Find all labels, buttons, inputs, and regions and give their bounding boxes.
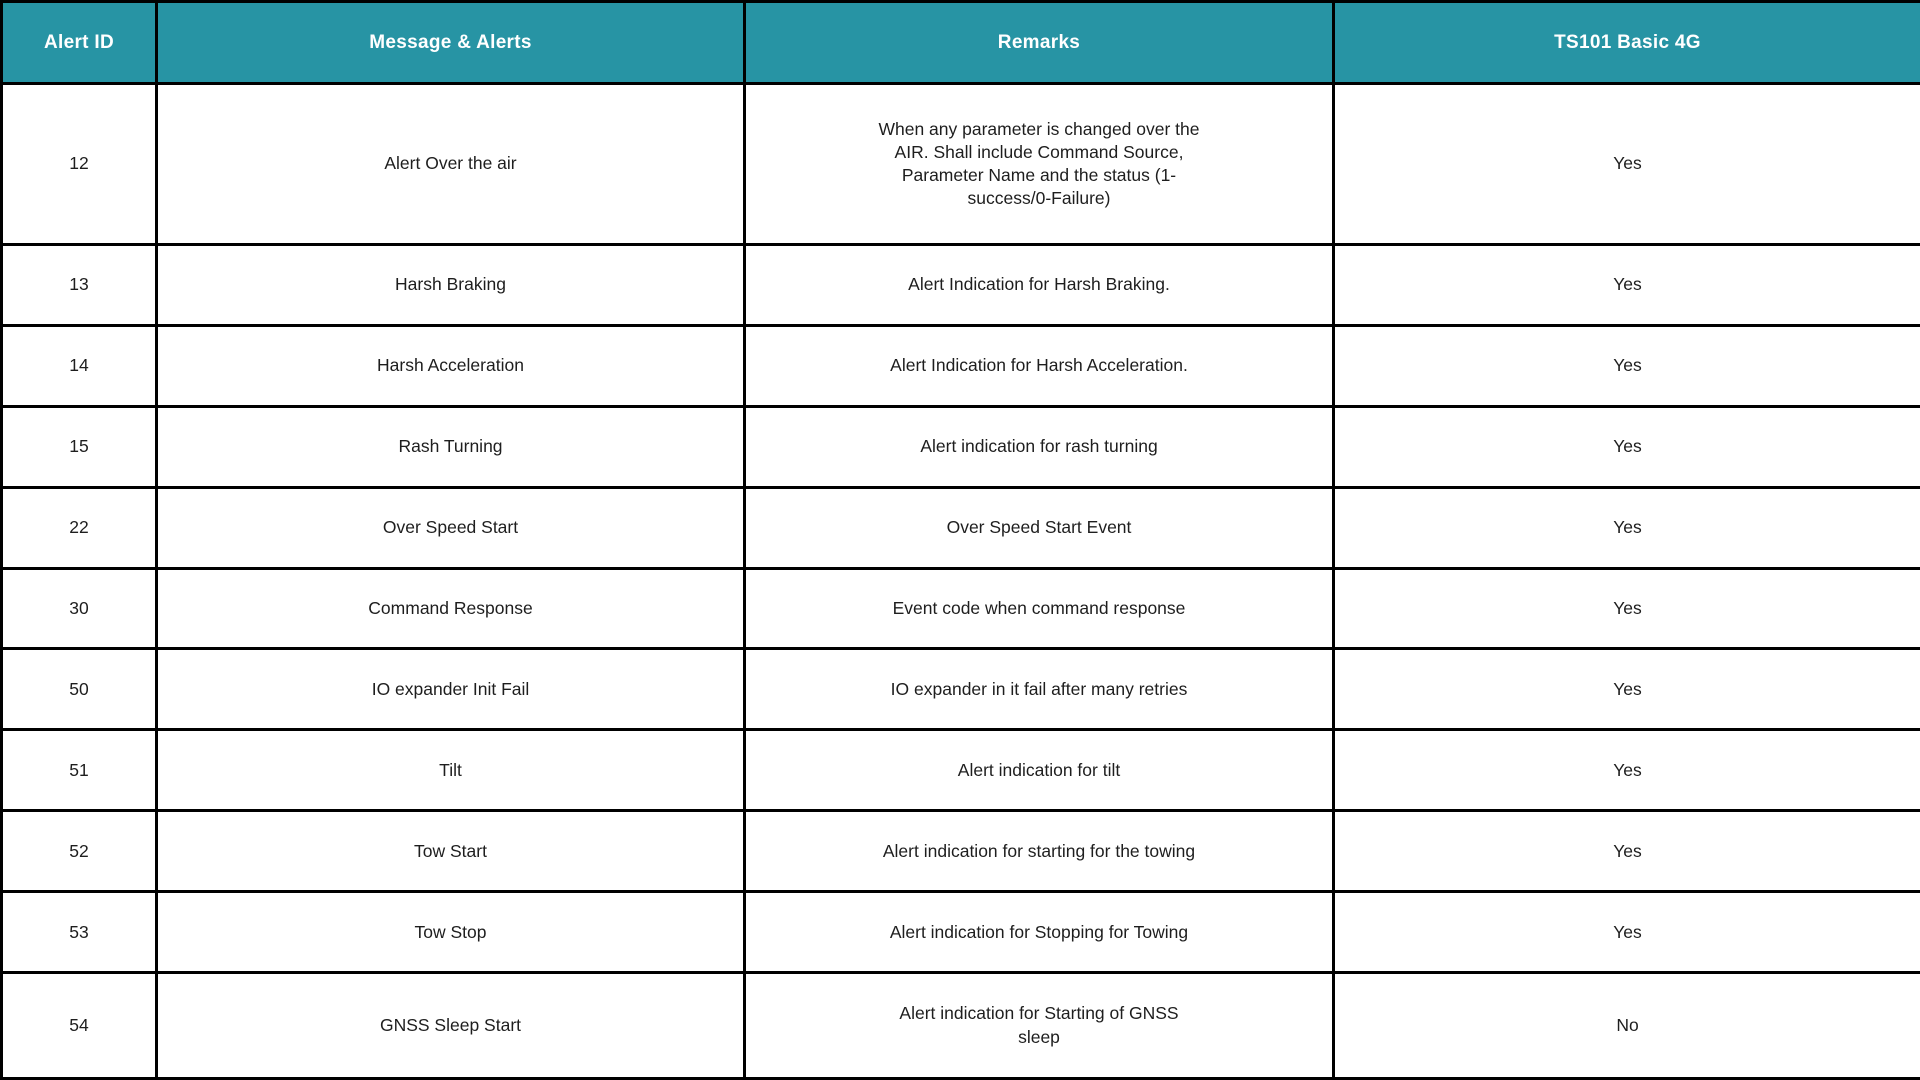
cell-remarks: Alert Indication for Harsh Braking. [743, 242, 1335, 327]
table-row: 15 Rash Turning Alert indication for ras… [0, 404, 1920, 489]
cell-ts101: Yes [1332, 809, 1920, 894]
cell-remarks: Alert Indication for Harsh Acceleration. [743, 323, 1335, 408]
cell-alert-id: 15 [0, 404, 158, 489]
cell-alert-id: 51 [0, 728, 158, 813]
cell-alert-id: 22 [0, 485, 158, 570]
cell-ts101: Yes [1332, 647, 1920, 732]
cell-alert-id: 12 [0, 82, 158, 246]
table-row: 14 Harsh Acceleration Alert Indication f… [0, 323, 1920, 408]
table-row: 50 IO expander Init Fail IO expander in … [0, 647, 1920, 732]
cell-message: Rash Turning [155, 404, 746, 489]
cell-remarks: When any parameter is changed over the A… [743, 82, 1335, 246]
cell-ts101: Yes [1332, 728, 1920, 813]
cell-alert-id: 30 [0, 566, 158, 651]
cell-ts101: Yes [1332, 323, 1920, 408]
cell-remarks: Alert indication for rash turning [743, 404, 1335, 489]
cell-message: Tow Start [155, 809, 746, 894]
table-header-row: Alert ID Message & Alerts Remarks TS101 … [0, 0, 1920, 85]
cell-message: Tow Stop [155, 890, 746, 975]
cell-message: Alert Over the air [155, 82, 746, 246]
cell-remarks: Alert indication for Stopping for Towing [743, 890, 1335, 975]
column-header-message-alerts: Message & Alerts [155, 0, 746, 85]
cell-ts101: Yes [1332, 485, 1920, 570]
cell-message: Tilt [155, 728, 746, 813]
cell-message: Over Speed Start [155, 485, 746, 570]
cell-remarks: Over Speed Start Event [743, 485, 1335, 570]
table-row: 13 Harsh Braking Alert Indication for Ha… [0, 242, 1920, 327]
cell-ts101: Yes [1332, 82, 1920, 246]
column-header-remarks: Remarks [743, 0, 1335, 85]
cell-message: IO expander Init Fail [155, 647, 746, 732]
cell-remarks: Alert indication for Starting of GNSS sl… [743, 971, 1335, 1080]
cell-ts101: Yes [1332, 242, 1920, 327]
cell-message: Harsh Acceleration [155, 323, 746, 408]
cell-remarks: Alert indication for tilt [743, 728, 1335, 813]
table-row: 12 Alert Over the air When any parameter… [0, 82, 1920, 246]
cell-message: GNSS Sleep Start [155, 971, 746, 1080]
cell-ts101: Yes [1332, 890, 1920, 975]
column-header-ts101-basic-4g: TS101 Basic 4G [1332, 0, 1920, 85]
cell-alert-id: 54 [0, 971, 158, 1080]
cell-ts101: Yes [1332, 404, 1920, 489]
cell-message: Harsh Braking [155, 242, 746, 327]
column-header-alert-id: Alert ID [0, 0, 158, 85]
cell-alert-id: 14 [0, 323, 158, 408]
cell-remarks: IO expander in it fail after many retrie… [743, 647, 1335, 732]
cell-alert-id: 50 [0, 647, 158, 732]
table-row: 52 Tow Start Alert indication for starti… [0, 809, 1920, 894]
cell-alert-id: 13 [0, 242, 158, 327]
table-row: 51 Tilt Alert indication for tilt Yes [0, 728, 1920, 813]
cell-ts101: No [1332, 971, 1920, 1080]
cell-remarks: Alert indication for starting for the to… [743, 809, 1335, 894]
table-row: 22 Over Speed Start Over Speed Start Eve… [0, 485, 1920, 570]
cell-message: Command Response [155, 566, 746, 651]
table-row: 54 GNSS Sleep Start Alert indication for… [0, 971, 1920, 1080]
cell-alert-id: 53 [0, 890, 158, 975]
cell-alert-id: 52 [0, 809, 158, 894]
table-row: 53 Tow Stop Alert indication for Stoppin… [0, 890, 1920, 975]
table-row: 30 Command Response Event code when comm… [0, 566, 1920, 651]
cell-remarks: Event code when command response [743, 566, 1335, 651]
cell-ts101: Yes [1332, 566, 1920, 651]
